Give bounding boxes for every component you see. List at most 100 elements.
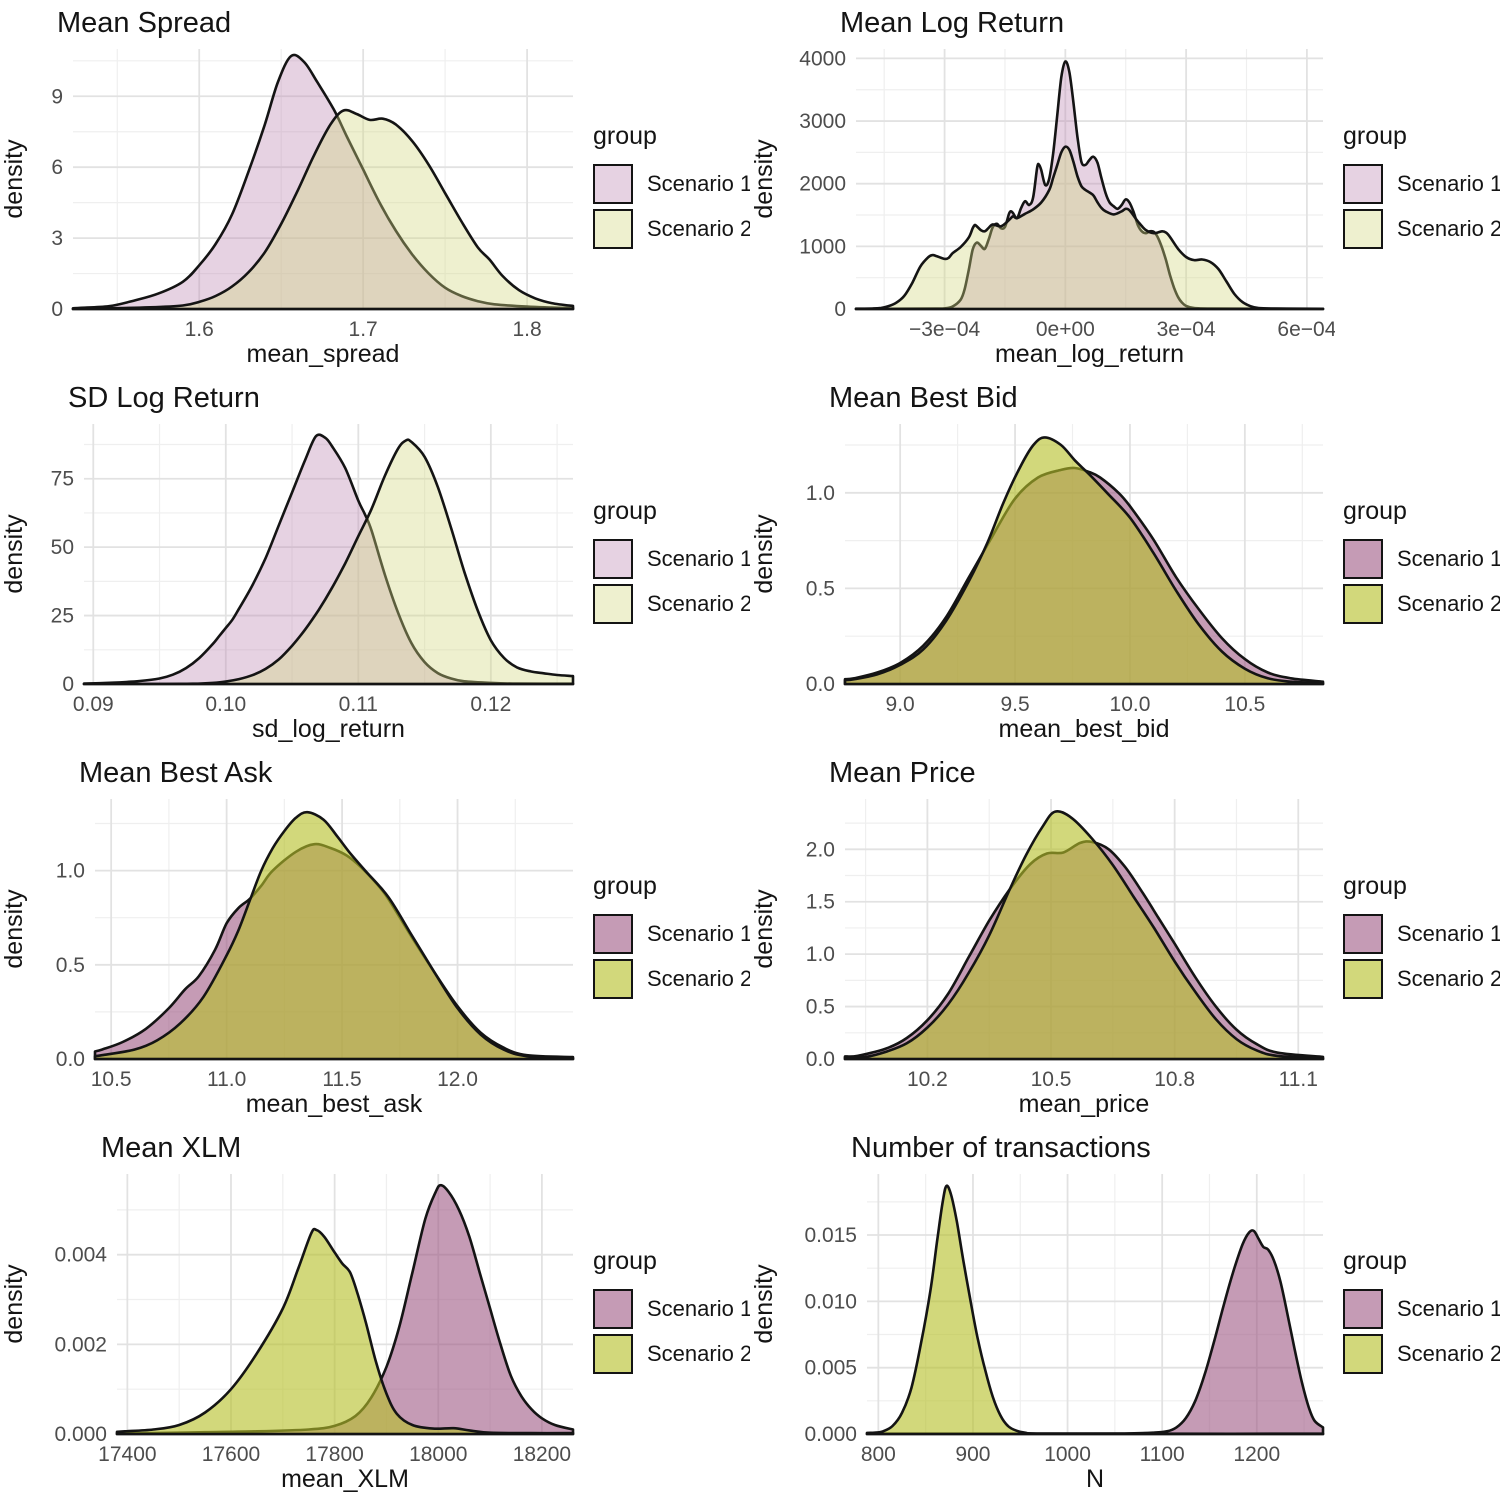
density-curve-scenario-1 — [82, 433, 575, 686]
legend-key-scenario-2: Scenario 2 — [1343, 208, 1500, 249]
legend-label-scenario-2: Scenario 2 — [647, 590, 750, 616]
x-axis-label: sd_log_return — [252, 715, 405, 743]
legend-swatch-scenario-1 — [1343, 163, 1383, 204]
chart-column: Mean Best Ask 10.5 11.0 11.5 12.0 0.0 0.5 1.0 m… — [0, 750, 585, 1125]
x-axis-label: N — [1086, 1465, 1104, 1493]
legend: group Scenario 1 Scenario 2 — [585, 1125, 750, 1500]
density-plot-canvas: −3e−04 0e+00 3e−04 6e−04 0 1000 2000 3000 4000 me… — [750, 47, 1335, 368]
y-tick-label: 75 — [51, 468, 74, 491]
legend: group Scenario 1 Scenario 2 — [585, 375, 750, 750]
density-curve-scenario-1 — [854, 60, 1325, 311]
legend-swatch-scenario-2 — [593, 583, 633, 624]
y-tick-label: 3 — [51, 227, 63, 250]
x-tick-label: 0e+00 — [1036, 318, 1095, 341]
x-tick-label: 9.0 — [886, 693, 915, 716]
y-tick-label: 0.015 — [804, 1224, 857, 1247]
grid-minor — [73, 49, 573, 309]
legend-swatch-scenario-1 — [593, 538, 633, 579]
density-plot-canvas: 800 900 1000 1100 1200 0.000 0.005 0.010 0.015 Nd… — [750, 1174, 1325, 1493]
y-axis-label: density — [750, 139, 778, 219]
density-plot-canvas: 1.6 1.7 1.8 0 3 6 9 mean_spread density — [0, 49, 575, 368]
legend-key-scenario-2: Scenario 2 — [593, 583, 750, 624]
density-panel: Mean Spread 1.6 1.7 1.8 0 3 6 9 mean_spread dens… — [0, 0, 750, 375]
legend-key-scenario-1: Scenario 1 — [1343, 1288, 1500, 1329]
legend-label-scenario-1: Scenario 1 — [1397, 920, 1500, 946]
legend-key-scenario-1: Scenario 1 — [1343, 913, 1500, 954]
legend-title: group — [593, 1246, 657, 1275]
legend-label-scenario-2: Scenario 2 — [647, 215, 750, 241]
legend-title: group — [593, 121, 657, 150]
legend-swatch-scenario-2 — [593, 958, 633, 999]
x-axis-label: mean_best_ask — [246, 1090, 423, 1118]
legend-swatch-scenario-1 — [1343, 913, 1383, 954]
chart-column: Mean Log Return −3e−04 0e+00 3e−04 6e−04 0 10… — [750, 0, 1335, 375]
legend-label-scenario-2: Scenario 2 — [647, 1340, 750, 1366]
y-tick-label: 2000 — [799, 173, 846, 196]
legend-swatch-scenario-2 — [1343, 1333, 1383, 1374]
chart-column: SD Log Return 0.09 0.10 0.11 0.12 0 25 50 75 sd_… — [0, 375, 585, 750]
x-tick-label: 18000 — [409, 1443, 467, 1466]
x-axis-label: mean_log_return — [995, 340, 1184, 368]
legend-label-scenario-1: Scenario 1 — [1397, 1295, 1500, 1321]
x-tick-label: 10.8 — [1154, 1068, 1195, 1091]
density-panel: Mean Log Return −3e−04 0e+00 3e−04 6e−04 0 10… — [750, 0, 1500, 375]
density-panel: Mean Best Bid 9.0 9.5 10.0 10.5 0.0 0.5 1.0 mea… — [750, 375, 1500, 750]
x-tick-label: 1.8 — [512, 318, 541, 341]
y-tick-label: 0.5 — [806, 577, 835, 600]
y-tick-label: 1000 — [799, 235, 846, 258]
y-tick-label: 1.5 — [806, 891, 835, 914]
x-tick-label: 11.0 — [207, 1068, 246, 1091]
legend-label-scenario-1: Scenario 1 — [1397, 545, 1500, 571]
chart-column: Mean Price 10.2 10.5 10.8 11.1 0.0 0.5 1.0 1.5 2… — [750, 750, 1335, 1125]
y-tick-label: 0.0 — [806, 673, 835, 696]
grid-minor — [856, 49, 1323, 309]
legend: group Scenario 1 Scenario 2 — [1335, 750, 1500, 1125]
plot-title: SD Log Return — [68, 382, 260, 414]
y-axis-label: density — [750, 1264, 778, 1344]
legend-swatch-scenario-2 — [593, 1333, 633, 1374]
plot-title: Mean Spread — [57, 7, 232, 39]
density-curve-scenario-2 — [865, 1184, 1325, 1436]
legend-key-scenario-2: Scenario 2 — [593, 958, 750, 999]
y-tick-label: 50 — [51, 536, 74, 559]
legend-swatch-scenario-1 — [1343, 538, 1383, 579]
y-tick-label: 0 — [62, 673, 74, 696]
x-axis-label: mean_best_bid — [999, 715, 1170, 743]
density-panel: Mean Price 10.2 10.5 10.8 11.1 0.0 0.5 1.0 1.5 2… — [750, 750, 1500, 1125]
x-tick-label: 0.12 — [470, 693, 511, 716]
legend-key-scenario-2: Scenario 2 — [1343, 958, 1500, 999]
plot-title: Mean XLM — [101, 1132, 242, 1164]
y-tick-label: 0.000 — [804, 1423, 857, 1446]
legend: group Scenario 1 Scenario 2 — [1335, 0, 1500, 375]
legend-swatch-scenario-2 — [593, 208, 633, 249]
y-tick-label: 3000 — [799, 110, 846, 133]
legend-title: group — [1343, 121, 1407, 150]
density-plot-canvas: 0.09 0.10 0.11 0.12 0 25 50 75 sd_log_return dens… — [0, 424, 575, 743]
density-curve-scenario-2 — [71, 108, 575, 311]
density-curve-scenario-2 — [854, 145, 1325, 311]
legend-swatch-scenario-1 — [593, 163, 633, 204]
density-curve-scenario-2 — [115, 1227, 575, 1436]
x-tick-label: −3e−04 — [909, 318, 981, 341]
chart-column: Number of transactions 800 900 1000 1100 120… — [750, 1125, 1335, 1500]
legend-title: group — [1343, 871, 1407, 900]
legend-key-scenario-1: Scenario 1 — [593, 163, 750, 204]
x-tick-label: 0.09 — [73, 693, 114, 716]
grid-major — [856, 49, 1323, 310]
y-tick-label: 1.0 — [56, 860, 85, 883]
y-tick-label: 2.0 — [806, 838, 835, 861]
x-tick-label: 12.0 — [437, 1068, 478, 1091]
legend-swatch-scenario-1 — [593, 913, 633, 954]
legend-key-scenario-2: Scenario 2 — [1343, 1333, 1500, 1374]
legend-label-scenario-1: Scenario 1 — [647, 920, 750, 946]
density-curve-scenario-2 — [82, 438, 575, 686]
y-axis-label: density — [0, 514, 28, 594]
density-panel: SD Log Return 0.09 0.10 0.11 0.12 0 25 50 75 sd_… — [0, 375, 750, 750]
legend: group Scenario 1 Scenario 2 — [1335, 375, 1500, 750]
y-tick-label: 0.0 — [56, 1048, 85, 1071]
legend-title: group — [593, 496, 657, 525]
x-tick-label: 18200 — [513, 1443, 571, 1466]
x-tick-label: 11.1 — [1279, 1068, 1318, 1091]
y-axis-label: density — [0, 1264, 28, 1344]
chart-column: Mean Spread 1.6 1.7 1.8 0 3 6 9 mean_spread dens… — [0, 0, 585, 375]
